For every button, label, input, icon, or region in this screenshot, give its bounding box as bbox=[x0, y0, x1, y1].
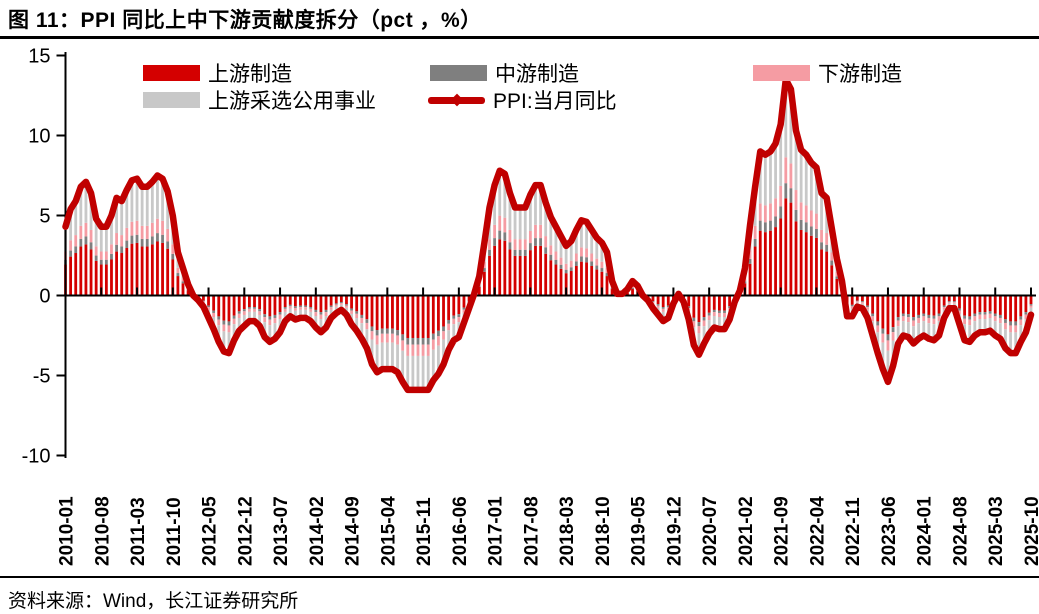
legend-label-upstream-mining-utilities: 上游采选公用事业 bbox=[208, 90, 376, 113]
svg-text:2011-03: 2011-03 bbox=[128, 497, 149, 566]
svg-text:2015-04: 2015-04 bbox=[378, 496, 399, 566]
svg-text:2012-05: 2012-05 bbox=[200, 496, 221, 566]
svg-text:2017-01: 2017-01 bbox=[486, 496, 507, 566]
svg-text:0: 0 bbox=[39, 286, 50, 308]
svg-text:15: 15 bbox=[28, 46, 50, 68]
svg-text:2011-10: 2011-10 bbox=[164, 497, 185, 566]
legend-label-downstream-manufacturing: 下游制造 bbox=[818, 63, 902, 86]
upstream-mining-utilities-swatch bbox=[143, 92, 200, 108]
svg-text:10: 10 bbox=[28, 126, 50, 148]
ppi-line-swatch bbox=[428, 93, 485, 107]
svg-text:2024-01: 2024-01 bbox=[915, 496, 936, 566]
svg-text:2022-11: 2022-11 bbox=[843, 497, 864, 566]
svg-text:2019-05: 2019-05 bbox=[629, 496, 650, 566]
legend-item-upstream-mining-utilities: 上游采选公用事业 bbox=[143, 85, 376, 115]
ppi-line-marker-icon bbox=[450, 93, 463, 107]
svg-text:2018-03: 2018-03 bbox=[557, 496, 578, 566]
svg-text:2025-03: 2025-03 bbox=[986, 496, 1007, 566]
svg-text:2019-12: 2019-12 bbox=[664, 496, 685, 566]
legend-item-upstream-manufacturing: 上游制造 bbox=[143, 58, 292, 88]
svg-text:2016-06: 2016-06 bbox=[450, 496, 471, 566]
svg-text:2012-12: 2012-12 bbox=[235, 496, 256, 566]
legend-item-ppi-yoy-line: PPI:当月同比 bbox=[428, 85, 617, 115]
svg-text:2010-01: 2010-01 bbox=[57, 496, 78, 566]
figure-title: 图 11：PPI 同比上中下游贡献度拆分（pct ，%） bbox=[8, 9, 482, 32]
svg-text:2015-11: 2015-11 bbox=[414, 497, 435, 566]
svg-text:2022-04: 2022-04 bbox=[807, 496, 828, 566]
svg-text:2020-07: 2020-07 bbox=[700, 496, 721, 566]
legend-label-upstream-manufacturing: 上游制造 bbox=[208, 63, 292, 86]
legend-label-ppi-yoy: PPI:当月同比 bbox=[493, 90, 617, 113]
legend-item-midstream-manufacturing: 中游制造 bbox=[430, 58, 579, 88]
svg-text:2014-09: 2014-09 bbox=[343, 496, 364, 566]
svg-text:5: 5 bbox=[39, 206, 50, 228]
source-note: 资料来源：Wind，长江证券研究所 bbox=[8, 591, 299, 612]
svg-text:2023-06: 2023-06 bbox=[879, 496, 900, 566]
svg-text:2021-09: 2021-09 bbox=[772, 496, 793, 566]
svg-text:2010-08: 2010-08 bbox=[92, 496, 113, 566]
legend-label-midstream-manufacturing: 中游制造 bbox=[495, 63, 579, 86]
svg-text:2021-02: 2021-02 bbox=[736, 496, 757, 566]
svg-text:2014-02: 2014-02 bbox=[307, 496, 328, 566]
upstream-manufacturing-swatch bbox=[143, 65, 200, 81]
svg-text:2017-08: 2017-08 bbox=[521, 496, 542, 566]
svg-text:2024-08: 2024-08 bbox=[950, 496, 971, 566]
svg-text:2018-10: 2018-10 bbox=[593, 496, 614, 566]
midstream-manufacturing-swatch bbox=[430, 65, 487, 81]
legend-item-downstream-manufacturing: 下游制造 bbox=[753, 58, 902, 88]
source-rule bbox=[0, 576, 1039, 578]
svg-text:-10: -10 bbox=[22, 446, 51, 468]
title-rule bbox=[0, 36, 1039, 39]
svg-text:2025-10: 2025-10 bbox=[1022, 496, 1039, 566]
svg-text:-5: -5 bbox=[33, 366, 51, 388]
downstream-manufacturing-swatch bbox=[753, 65, 810, 81]
svg-text:2013-07: 2013-07 bbox=[271, 496, 292, 566]
